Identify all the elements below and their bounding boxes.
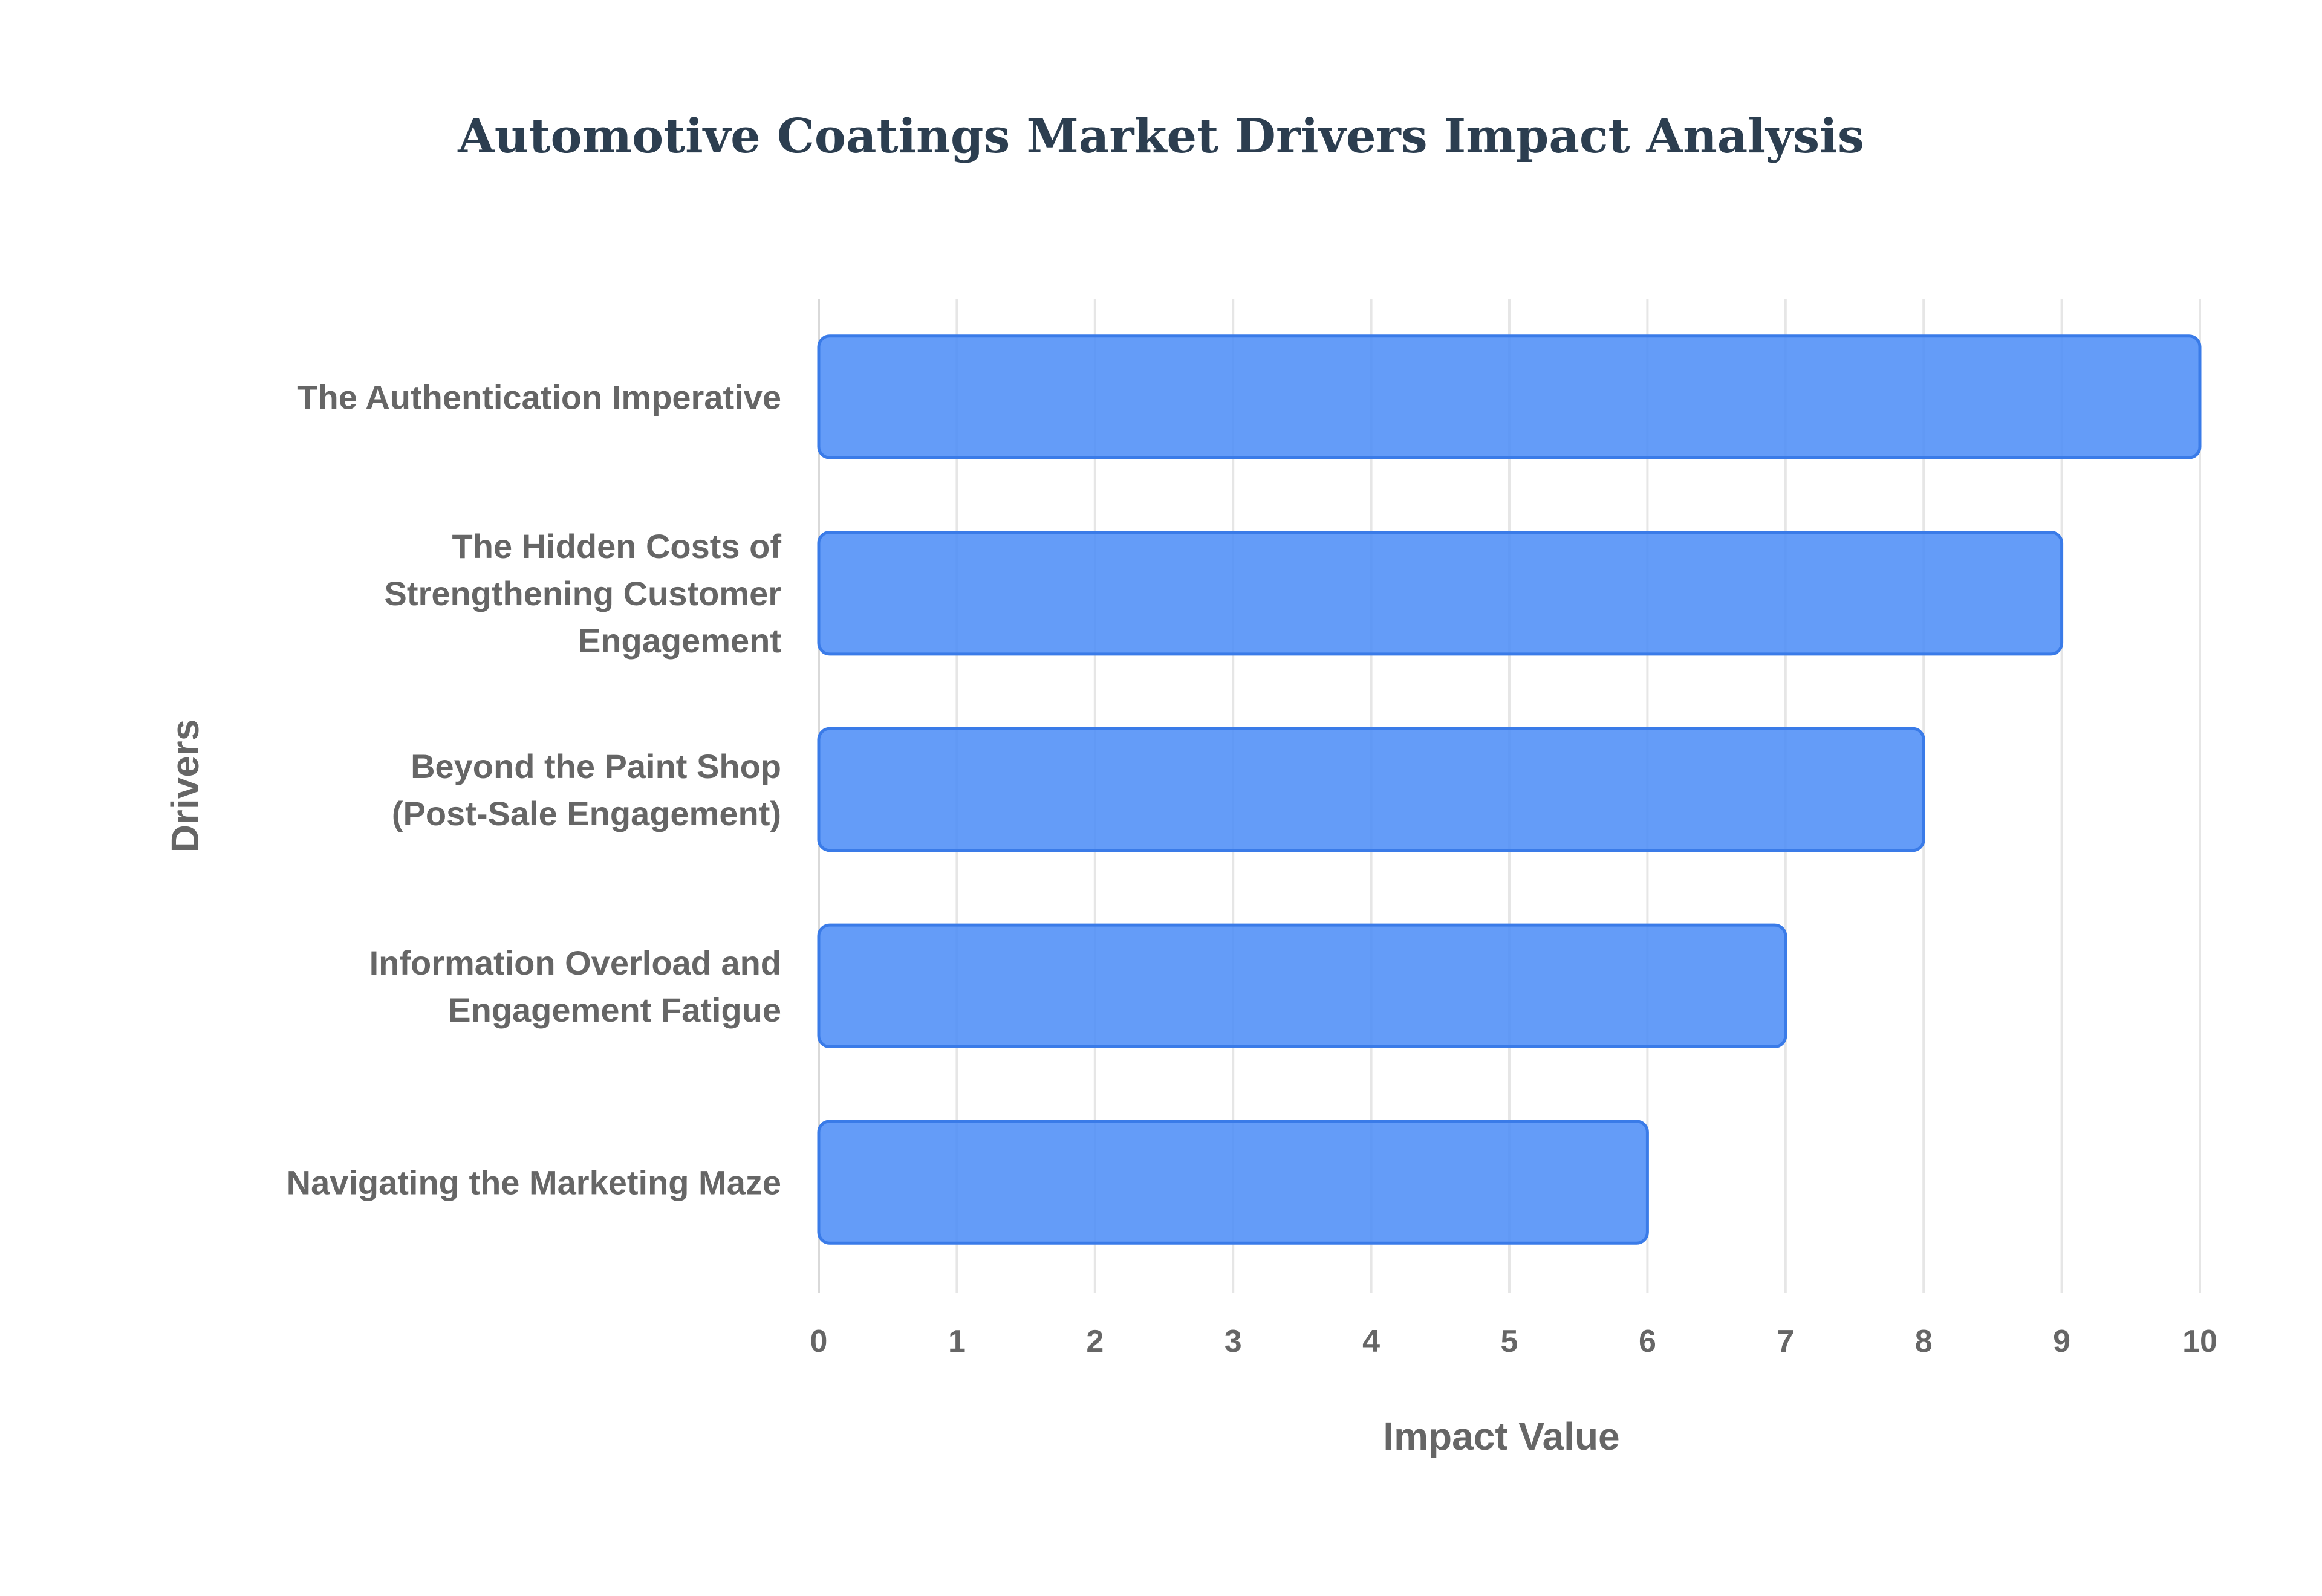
y-tick-label: The Hidden Costs of Strengthening Custome… [385,527,782,660]
y-tick-label-line: Information Overload and [369,944,781,982]
y-tick-label: Information Overload and Engagement Fatig… [369,944,781,1029]
y-tick-label-line: Navigating the Marketing Maze [287,1164,781,1202]
bar [817,727,1925,852]
bar [817,531,2064,656]
x-tick-label: 5 [1501,1324,1518,1359]
x-tick-label: 10 [2182,1324,2217,1359]
y-tick-label: Beyond the Paint Shop (Post-Sale Engageme… [392,747,781,832]
x-tick-label: 2 [1086,1324,1104,1359]
x-tick-label: 1 [948,1324,966,1359]
y-tick-label-line: Engagement [578,621,781,660]
bars [817,334,2202,1245]
x-tick-label: 8 [1915,1324,1933,1359]
x-axis: 0 1 2 3 4 5 6 7 8 9 10 [810,1324,2217,1359]
y-tick-label-line: The Authentication Imperative [297,378,781,416]
y-tick-label-line: Strengthening Customer [385,574,781,612]
x-tick-label: 9 [2053,1324,2070,1359]
y-tick-label-line: (Post-Sale Engagement) [392,794,781,832]
bar [817,1120,1649,1245]
bar [817,334,2202,459]
y-axis: The Authentication Imperative The Hidden … [287,378,782,1201]
y-tick-label: Navigating the Marketing Maze [287,1164,781,1202]
y-tick-label: The Authentication Imperative [297,378,781,416]
x-axis-title: Impact Value [1383,1415,1619,1458]
y-tick-label-line: Engagement Fatigue [448,991,781,1029]
y-tick-label-line: The Hidden Costs of [452,527,782,565]
bar [817,923,1787,1048]
x-tick-label: 4 [1362,1324,1380,1359]
chart-title: Automotive Coatings Market Drivers Impac… [457,109,1864,164]
y-axis-title: Drivers [163,719,207,853]
x-tick-label: 3 [1224,1324,1242,1359]
x-tick-label: 7 [1777,1324,1794,1359]
x-tick-label: 6 [1639,1324,1656,1359]
y-tick-label-line: Beyond the Paint Shop [411,747,781,785]
x-tick-label: 0 [810,1324,828,1359]
